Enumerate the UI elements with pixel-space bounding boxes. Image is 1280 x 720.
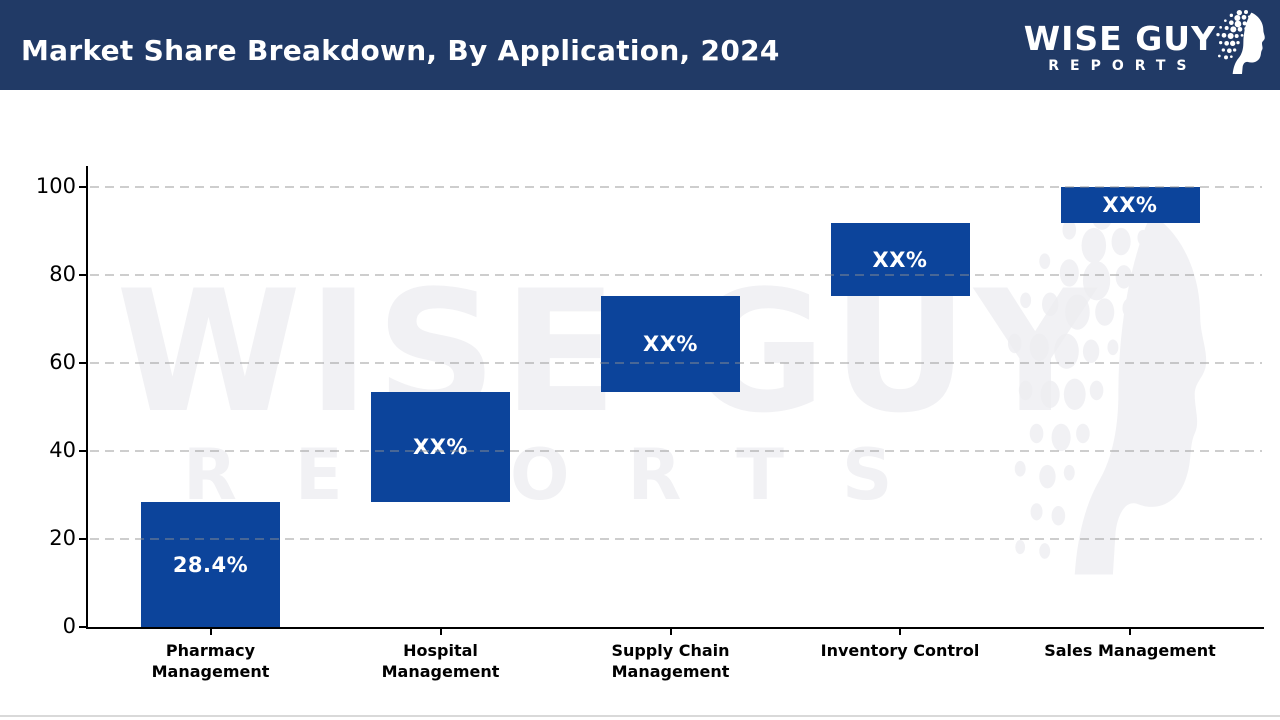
y-tick <box>79 450 88 452</box>
y-tick <box>79 186 88 188</box>
bar-value-label: 28.4% <box>172 552 249 577</box>
wiseguy-head-icon <box>1216 10 1265 75</box>
header-bar: Market Share Breakdown, By Application, … <box>0 0 1280 90</box>
bar-value-label: XX% <box>413 435 468 460</box>
x-tick-label-supply-chain-management: Supply Chain Management <box>611 641 730 681</box>
x-tick-label-hospital-management: Hospital Management <box>381 641 500 681</box>
gridline <box>90 362 1262 364</box>
x-axis <box>86 627 1264 629</box>
bar-hospital-management: XX% <box>371 392 510 503</box>
bar-value-label: XX% <box>1102 193 1158 218</box>
chart-title: Market Share Breakdown, By Application, … <box>21 34 780 67</box>
wiseguy-logo: WISE GUY REPORTS <box>1023 19 1216 75</box>
bar-inventory-control: XX% <box>830 223 970 297</box>
y-tick <box>79 538 88 540</box>
watermark-head-icon <box>1007 198 1207 575</box>
y-axis <box>86 166 88 629</box>
y-tick-label: 40 <box>49 438 76 462</box>
bar-value-label: XX% <box>872 247 928 272</box>
gridline <box>90 186 1262 188</box>
x-tick <box>209 629 212 635</box>
watermark-reports: REPORTS <box>183 434 951 516</box>
x-tick-label-pharmacy-management: Pharmacy Management <box>151 641 270 681</box>
x-tick <box>899 629 901 635</box>
bar-pharmacy-management: 28.4% <box>141 502 280 627</box>
bottom-border <box>0 715 1280 717</box>
gridline <box>90 450 1262 452</box>
y-tick <box>79 362 88 364</box>
x-tick <box>439 629 442 635</box>
bar-sales-management: XX% <box>1060 187 1200 224</box>
x-tick-label-sales-management: Sales Management <box>1044 641 1216 660</box>
y-tick <box>79 274 88 276</box>
y-tick-label: 80 <box>49 262 76 286</box>
bar-value-label: XX% <box>643 332 698 357</box>
y-tick-label: 100 <box>35 174 76 198</box>
x-tick-label-inventory-control: Inventory Control <box>820 641 980 660</box>
gridline <box>90 538 1262 540</box>
logo-reports: REPORTS <box>1048 58 1198 74</box>
x-tick <box>669 629 672 635</box>
y-tick <box>79 626 88 628</box>
x-tick <box>1129 629 1131 635</box>
gridline <box>90 274 1262 276</box>
y-tick-label: 60 <box>49 350 76 374</box>
bar-supply-chain-management: XX% <box>601 296 740 393</box>
y-tick-label: 0 <box>62 614 76 638</box>
logo-wordmark: WISE GUY <box>1023 19 1216 58</box>
y-tick-label: 20 <box>49 526 76 550</box>
